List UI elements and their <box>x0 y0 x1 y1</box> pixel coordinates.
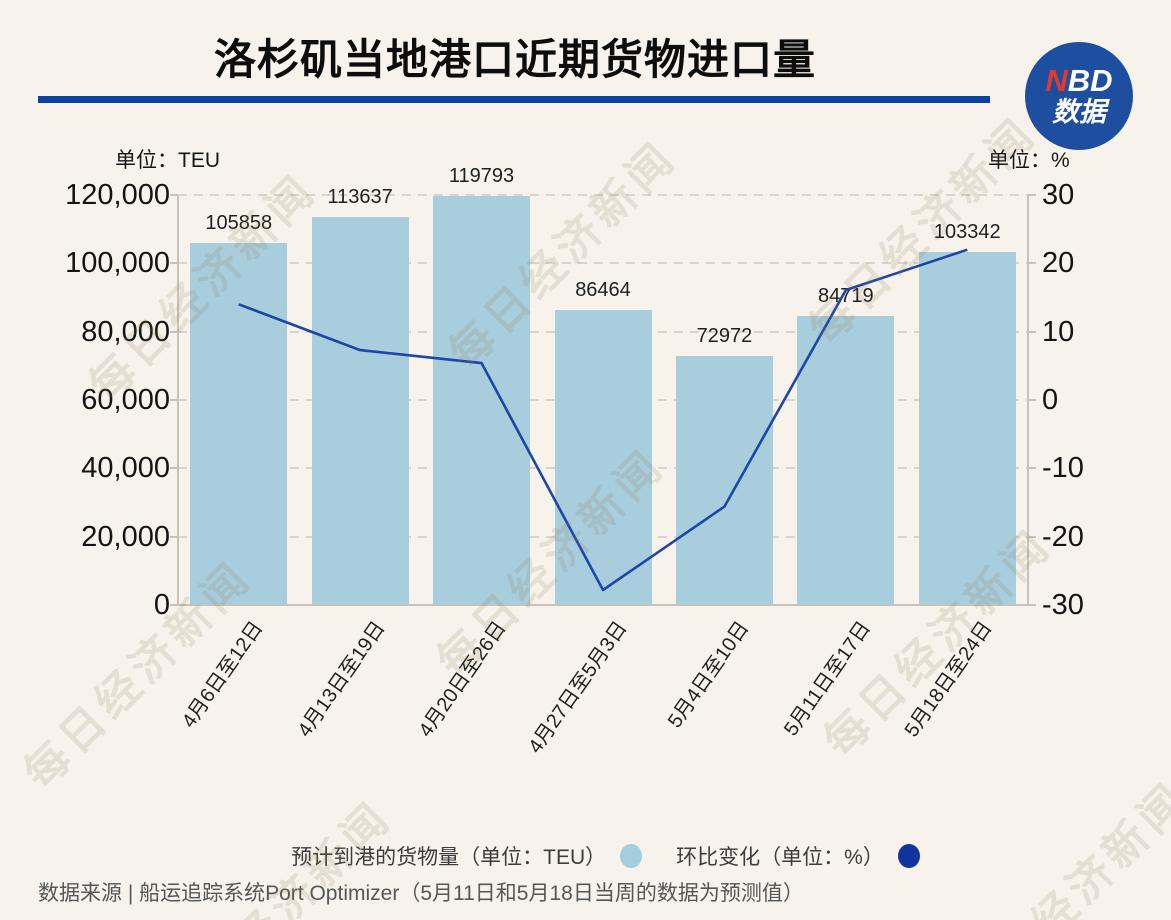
legend: 预计到港的货物量（单位：TEU） 环比变化（单位：%） <box>0 841 1171 871</box>
y-axis-tick-label-right: -10 <box>1042 452 1084 485</box>
y-axis-tick-label-right: 20 <box>1042 247 1075 280</box>
source-note: 数据来源 | 船运追踪系统Port Optimizer（5月11日和5月18日当… <box>38 882 804 905</box>
gridline <box>178 262 1028 265</box>
right-axis-spine <box>1027 195 1029 605</box>
y-axis-tick-label-right: 30 <box>1042 179 1075 211</box>
left-axis-tick <box>170 262 178 265</box>
bar-value-label: 84719 <box>818 284 874 307</box>
y-axis-tick-label-left: 80,000 <box>81 315 170 348</box>
right-axis-unit: 单位：% <box>988 149 1070 172</box>
y-axis-tick-label-right: -20 <box>1042 520 1084 553</box>
bar-value-label: 113637 <box>327 185 393 208</box>
x-axis-label: 5月4日至10日 <box>663 617 754 733</box>
left-axis-tick <box>170 330 178 333</box>
left-axis-unit: 单位：TEU <box>115 149 220 172</box>
bar-value-label: 86464 <box>575 278 631 301</box>
bar-value-label: 103342 <box>933 220 1001 243</box>
right-axis-tick <box>1028 399 1036 401</box>
y-axis-tick-label-right: 0 <box>1042 384 1059 416</box>
right-axis-tick <box>1028 262 1036 265</box>
x-axis-label: 5月11日至17日 <box>779 617 875 740</box>
x-axis-label: 4月13日至19日 <box>293 617 390 742</box>
y-axis-tick-label-left: 40,000 <box>81 452 170 485</box>
bar <box>675 355 773 604</box>
x-axis-label: 4月6日至12日 <box>178 617 268 733</box>
left-axis-tick <box>170 535 178 538</box>
right-axis-tick <box>1028 330 1036 333</box>
y-axis-tick-label-left: 20,000 <box>81 520 170 553</box>
title-underline <box>38 96 990 103</box>
line-series-swatch-icon <box>897 844 920 868</box>
left-axis-spine <box>177 195 179 605</box>
left-axis-tick <box>170 467 178 470</box>
bar <box>554 309 652 604</box>
bar <box>918 251 1016 604</box>
y-axis-tick-label-left: 120,000 <box>65 179 170 211</box>
right-axis-tick <box>1028 604 1036 606</box>
left-axis-tick <box>170 604 178 606</box>
bar <box>797 315 895 604</box>
nbd-logo-text: NBD <box>1045 63 1113 99</box>
legend-label-bar-series: 预计到港的货物量（单位：TEU） <box>291 846 607 869</box>
legend-item-line-series: 环比变化（单位：%） <box>676 841 920 871</box>
x-axis-line <box>178 604 1028 606</box>
right-axis-tick <box>1028 194 1036 196</box>
left-axis-tick <box>170 399 178 401</box>
right-axis-tick <box>1028 467 1036 470</box>
y-axis-tick-label-left: 0 <box>153 589 170 621</box>
bar-value-label: 105858 <box>205 212 273 235</box>
bar-value-label: 72972 <box>696 324 753 347</box>
y-axis-tick-label-left: 60,000 <box>81 384 170 416</box>
x-axis-label: 5月18日至24日 <box>900 617 997 742</box>
left-axis-tick <box>170 194 178 196</box>
x-axis-label: 4月20日至26日 <box>414 617 511 742</box>
page-title: 洛杉矶当地港口近期货物进口量 <box>213 36 816 83</box>
nbd-logo-subtext: 数据 <box>1052 97 1106 128</box>
nbd-logo: NBD 数据 <box>1025 42 1133 150</box>
gridline <box>178 194 1028 196</box>
bar <box>433 195 531 604</box>
y-axis-tick-label-left: 100,000 <box>65 247 170 280</box>
legend-label-line-series: 环比变化（单位：%） <box>676 846 884 869</box>
bar <box>190 243 288 604</box>
legend-item-bar-series: 预计到港的货物量（单位：TEU） <box>291 841 643 871</box>
right-axis-tick <box>1028 535 1036 538</box>
y-axis-tick-label-right: -30 <box>1042 589 1084 621</box>
bar-value-label: 119793 <box>448 164 515 187</box>
bar <box>311 216 409 604</box>
bar-series-swatch-icon <box>620 844 643 868</box>
x-axis-label: 4月27日至5月3日 <box>524 617 632 758</box>
y-axis-tick-label-right: 10 <box>1042 315 1075 348</box>
